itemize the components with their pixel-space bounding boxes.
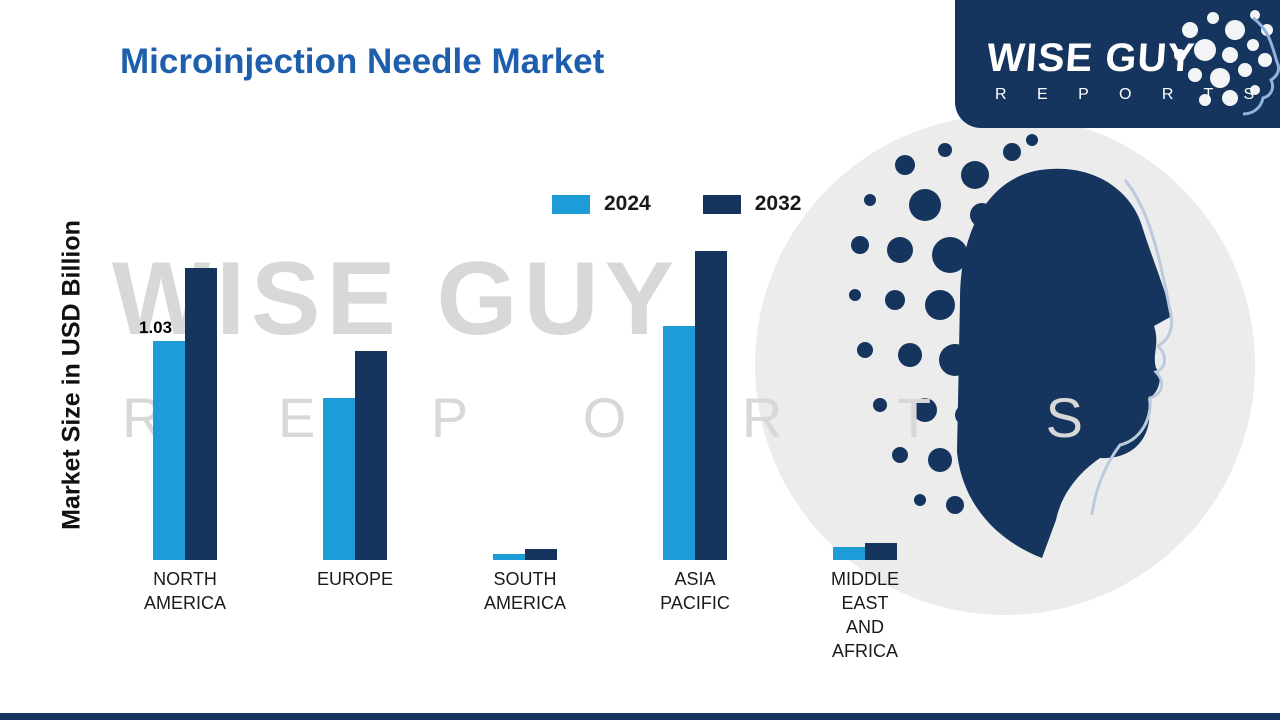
logo-reports-text: R E P O R T S — [995, 86, 1268, 103]
face-silhouette — [957, 168, 1172, 558]
category-label: EUROPE — [316, 569, 394, 589]
bar-2032 — [695, 251, 727, 560]
bar-plot: 1.03 NORTH AMERICA EUROPE SOUTH AMERICA ASIA… — [100, 230, 950, 661]
legend-item-2032: 2032 — [702, 192, 802, 216]
chart-legend: 2024 2032 — [552, 192, 801, 216]
bar-2024: 1.03 — [139, 318, 185, 560]
bar-group: ASIA PACIFIC — [660, 251, 730, 613]
bar-value-label: 1.03 — [139, 318, 173, 337]
legend-item-2024: 2024 — [552, 192, 651, 216]
bar-2032 — [865, 543, 897, 560]
footer-accent-bar — [0, 713, 1280, 720]
bar-group: 1.03 NORTH AMERICA — [139, 268, 226, 613]
bar-2024 — [663, 326, 695, 560]
category-label: MIDDLE EAST AND AFRICA — [830, 569, 899, 661]
chart-title: Microinjection Needle Market — [120, 42, 605, 81]
bar-group: EUROPE — [317, 351, 393, 589]
legend-label-2032: 2032 — [754, 192, 802, 215]
legend-label-2024: 2024 — [604, 192, 651, 215]
category-label: NORTH AMERICA — [143, 569, 226, 613]
bar-2024 — [493, 554, 525, 560]
legend-swatch-2024 — [552, 194, 590, 214]
y-axis-label: Market Size in USD Billion — [57, 220, 86, 530]
category-label: ASIA PACIFIC — [660, 569, 730, 613]
face-outline-highlight — [1090, 179, 1174, 516]
category-label: SOUTH AMERICA — [483, 569, 566, 613]
logo-head-dots-graphic — [1174, 10, 1280, 116]
bar-group: MIDDLE EAST AND AFRICA — [831, 543, 899, 661]
wise-guy-reports-logo: WISE GUY R E P O R T S — [955, 0, 1280, 128]
bar-2032 — [355, 351, 387, 560]
bar-2024 — [833, 547, 865, 560]
bar-2024 — [323, 398, 355, 560]
bar-group: SOUTH AMERICA — [484, 549, 566, 613]
bar-2032 — [525, 549, 557, 560]
logo-wordmark: WISE GUY — [985, 36, 1197, 80]
bar-2032 — [185, 268, 217, 560]
logo-face-outline — [1242, 16, 1280, 116]
legend-swatch-2032 — [702, 194, 741, 214]
